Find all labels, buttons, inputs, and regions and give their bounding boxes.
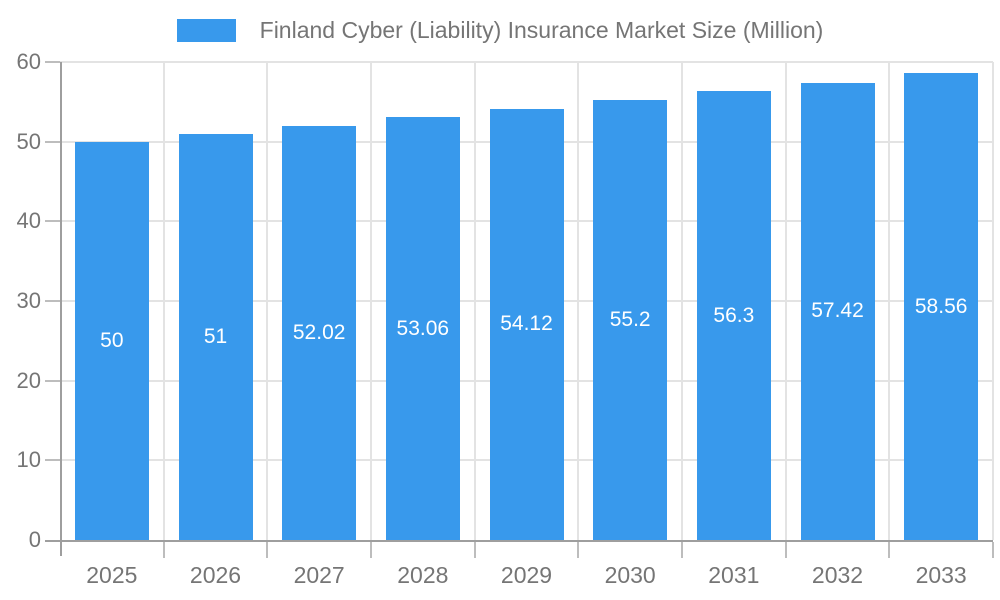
bar-value-label: 55.2 bbox=[609, 308, 651, 332]
bar-value-label: 58.56 bbox=[914, 294, 968, 318]
y-axis-tick-label: 50 bbox=[16, 128, 41, 154]
x-gridline bbox=[370, 62, 372, 540]
x-axis-tick-label: 2032 bbox=[811, 562, 864, 588]
x-axis-tick-label: 2026 bbox=[189, 562, 242, 588]
bar[interactable]: 56.3 bbox=[696, 91, 771, 540]
y-axis-tick bbox=[45, 220, 60, 223]
x-axis-line bbox=[45, 540, 993, 542]
x-axis-tick-label: 2031 bbox=[708, 562, 760, 588]
bar[interactable]: 52.02 bbox=[282, 125, 357, 540]
x-axis-tick bbox=[888, 542, 891, 558]
x-axis-tick-label: 2030 bbox=[604, 562, 656, 588]
y-axis-line bbox=[60, 62, 62, 556]
x-axis-tick-label: 2029 bbox=[500, 562, 553, 588]
x-gridline bbox=[888, 62, 891, 540]
y-axis-tick bbox=[45, 379, 60, 382]
y-axis-tick-label: 0 bbox=[28, 527, 41, 552]
x-gridline bbox=[681, 62, 683, 540]
bar[interactable]: 57.42 bbox=[800, 82, 875, 540]
legend-series-label: Finland Cyber (Liability) Insurance Mark… bbox=[259, 16, 824, 43]
y-axis-tick-label: 60 bbox=[16, 49, 41, 74]
bar-value-label: 51 bbox=[203, 324, 228, 348]
x-gridline bbox=[577, 62, 580, 540]
bar-value-label: 50 bbox=[100, 328, 124, 352]
x-axis-tick-label: 2033 bbox=[915, 562, 967, 588]
y-axis-tick-label: 10 bbox=[16, 447, 41, 473]
x-gridline bbox=[473, 62, 476, 540]
x-axis-tick bbox=[473, 542, 476, 558]
x-gridline bbox=[992, 62, 994, 540]
x-gridline bbox=[162, 62, 165, 540]
plot-area: 0 10 20 30 40 50 60 50 2025 51 2026 52.02 2027 53.06 2… bbox=[17, 49, 994, 588]
y-axis-tick-label: 40 bbox=[16, 208, 41, 234]
bar-value-label: 52.02 bbox=[292, 320, 346, 344]
bar-value-label: 53.06 bbox=[396, 316, 450, 340]
x-axis-tick bbox=[784, 542, 787, 558]
x-axis-tick-label: 2025 bbox=[86, 562, 138, 588]
y-axis-tick bbox=[45, 300, 60, 302]
bar-value-label: 54.12 bbox=[500, 312, 553, 336]
x-gridline bbox=[266, 62, 269, 540]
bar[interactable]: 58.56 bbox=[904, 73, 979, 540]
x-axis-tick bbox=[992, 542, 994, 558]
x-axis-tick bbox=[266, 542, 269, 558]
y-gridline bbox=[60, 61, 993, 63]
x-axis-tick bbox=[370, 542, 372, 558]
x-axis-tick bbox=[162, 542, 165, 558]
bar[interactable]: 55.2 bbox=[593, 100, 668, 540]
y-axis-tick-label: 20 bbox=[16, 367, 41, 393]
x-axis-tick-label: 2028 bbox=[397, 562, 449, 588]
bar[interactable]: 54.12 bbox=[489, 108, 564, 540]
bar[interactable]: 50 bbox=[74, 141, 149, 540]
y-axis-tick bbox=[45, 459, 60, 462]
y-axis-tick-label: 30 bbox=[16, 288, 41, 313]
y-axis-tick bbox=[45, 140, 60, 143]
x-axis-tick bbox=[577, 542, 580, 558]
bar[interactable]: 53.06 bbox=[385, 117, 460, 540]
chart-legend: Finland Cyber (Liability) Insurance Mark… bbox=[0, 15, 1000, 45]
x-axis-tick bbox=[681, 542, 683, 558]
y-axis-tick bbox=[45, 61, 60, 63]
bar-value-label: 56.3 bbox=[713, 303, 755, 327]
legend-swatch[interactable] bbox=[176, 18, 236, 42]
bar-value-label: 57.42 bbox=[811, 299, 864, 323]
bar[interactable]: 51 bbox=[178, 133, 253, 540]
x-axis-tick-label: 2027 bbox=[293, 562, 345, 588]
x-gridline bbox=[784, 62, 787, 540]
